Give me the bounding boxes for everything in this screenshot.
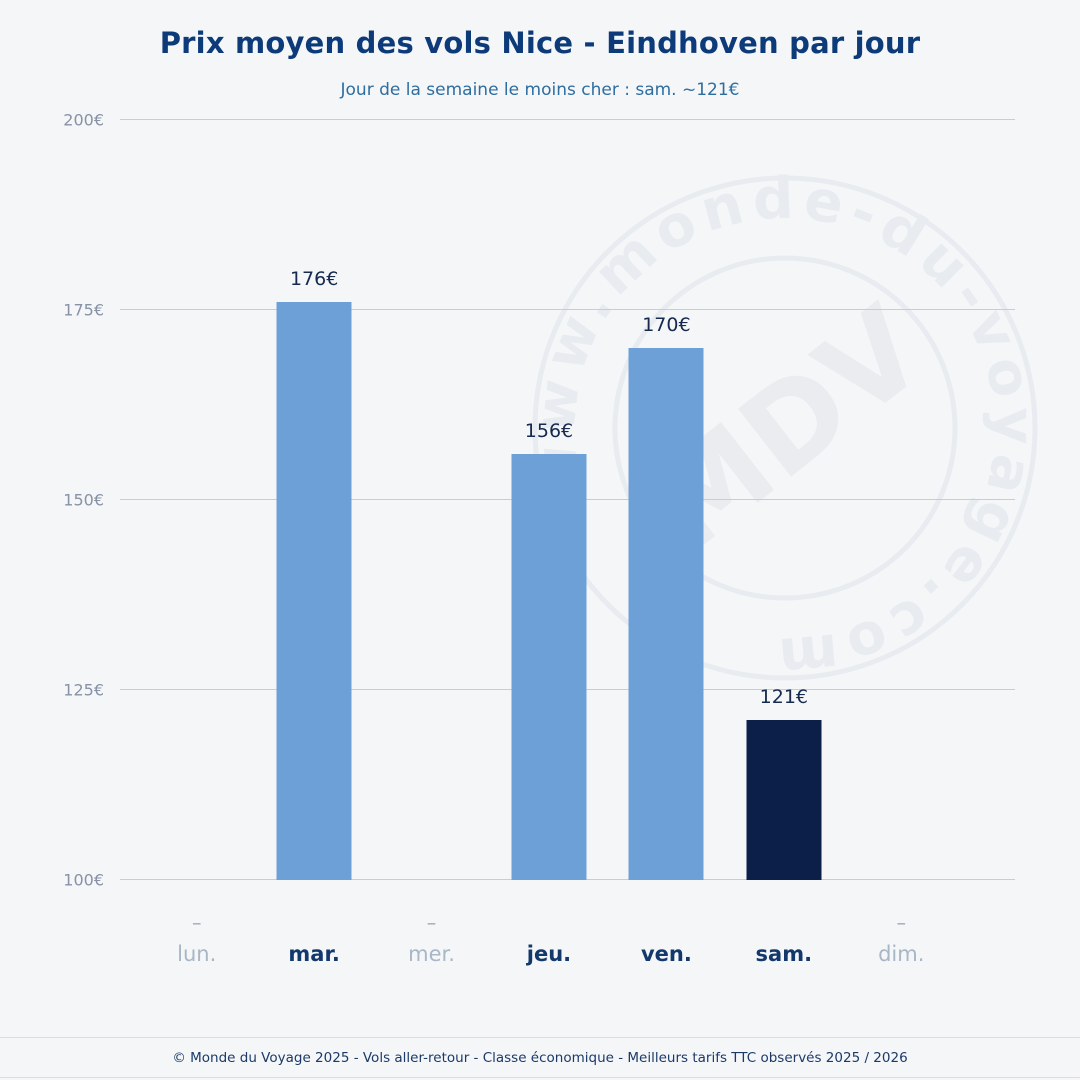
bar-slot: 121€ — [725, 120, 842, 880]
axis-slot: jeu. — [490, 880, 607, 1000]
bar-slot: 170€ — [608, 120, 725, 880]
axis-row: – lun. mar. – mer. jeu. ven. sam. – dim. — [138, 880, 960, 1000]
y-tick-label: 100€ — [63, 870, 104, 890]
axis-slot: – dim. — [843, 880, 960, 1000]
footer-note: © Monde du Voyage 2025 - Vols aller-reto… — [0, 1037, 1080, 1078]
axis-slot: sam. — [725, 880, 842, 1000]
bar-slot: 176€ — [255, 120, 372, 880]
bar-value-label: 176€ — [289, 268, 339, 291]
no-data-dash: – — [896, 912, 906, 934]
y-tick-label: 125€ — [63, 680, 104, 700]
axis-slot: mar. — [255, 880, 372, 1000]
bar — [276, 302, 352, 880]
axis-slot: – lun. — [138, 880, 255, 1000]
day-label: sam. — [755, 942, 813, 966]
day-label: mar. — [288, 942, 340, 966]
day-label: mer. — [408, 942, 455, 966]
bar-cheapest — [746, 720, 822, 880]
bar-slot — [138, 120, 255, 880]
day-label: jeu. — [526, 942, 572, 966]
day-label: ven. — [640, 942, 692, 966]
axis-slot: – mer. — [373, 880, 490, 1000]
gridline — [120, 309, 1015, 310]
day-label: dim. — [878, 942, 925, 966]
day-label: lun. — [177, 942, 217, 966]
bar — [628, 348, 704, 880]
no-data-dash: – — [191, 912, 202, 934]
y-tick-label: 175€ — [63, 300, 104, 320]
bar-slot — [843, 120, 960, 880]
bar — [511, 454, 587, 880]
no-data-dash: – — [426, 912, 437, 934]
axis-slot: ven. — [608, 880, 725, 1000]
gridline — [120, 119, 1015, 120]
bar-slot — [373, 120, 490, 880]
bar-value-label: 170€ — [642, 314, 691, 336]
bar-value-label: 156€ — [524, 420, 574, 443]
chart-subtitle: Jour de la semaine le moins cher : sam. … — [340, 80, 740, 100]
y-tick-label: 200€ — [63, 110, 104, 130]
bars: 176€ 156€ 170€ 121€ — [138, 120, 960, 880]
y-tick-label: 150€ — [63, 490, 104, 510]
bar-value-label: 121€ — [759, 686, 808, 709]
chart-title: Prix moyen des vols Nice - Eindhoven par… — [159, 26, 921, 60]
bar-slot: 156€ — [490, 120, 607, 880]
